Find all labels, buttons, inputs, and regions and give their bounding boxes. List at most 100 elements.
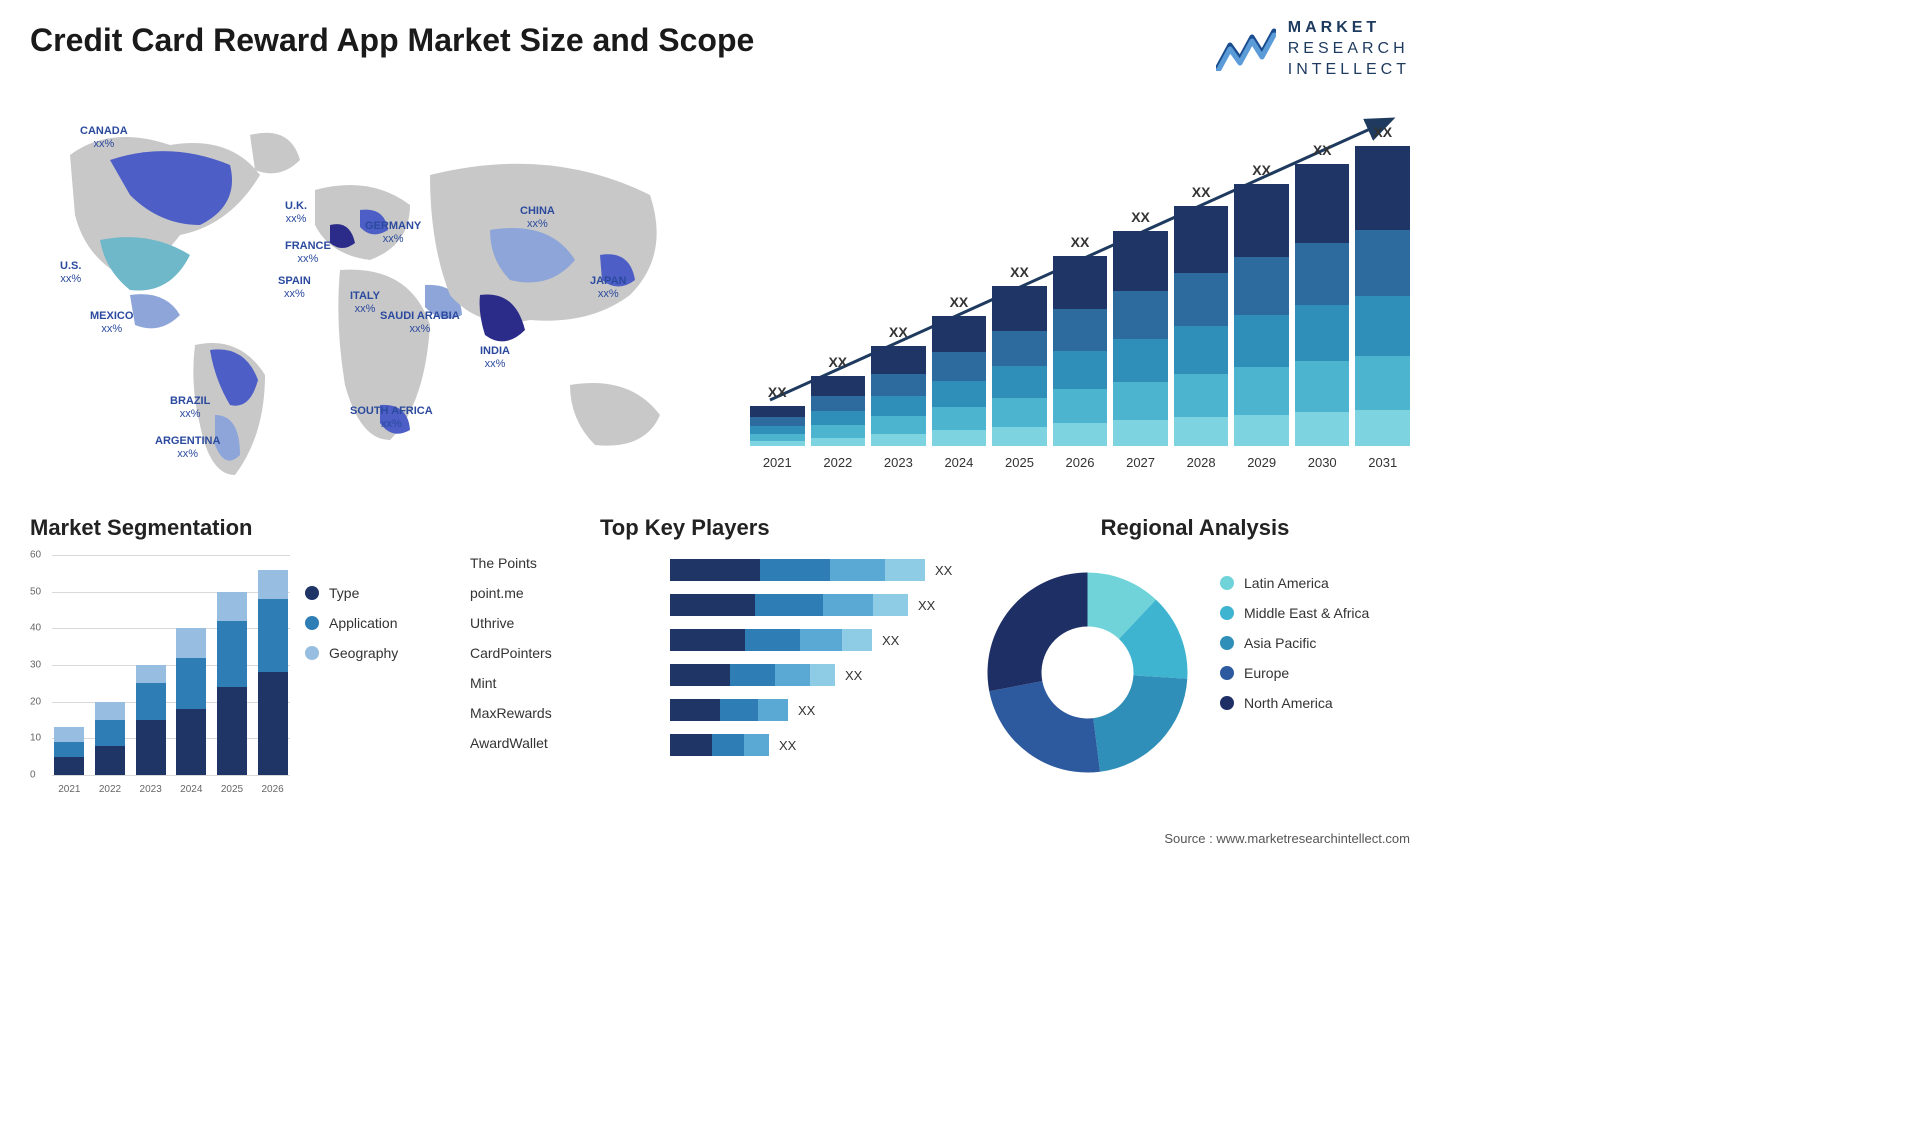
player-value: XX: [918, 598, 935, 613]
growth-bar-value: XX: [1071, 234, 1090, 250]
seg-xlabel: 2025: [217, 784, 247, 795]
player-name: point.me: [470, 585, 610, 601]
growth-xlabel: 2025: [992, 455, 1047, 470]
legend-dot-icon: [305, 586, 319, 600]
legend-label: Application: [329, 615, 398, 631]
player-name: MaxRewards: [470, 705, 610, 721]
growth-xlabel: 2022: [811, 455, 866, 470]
growth-bar-column: XX: [871, 324, 926, 446]
seg-ylabel: 50: [30, 586, 41, 597]
legend-item: Type: [305, 585, 398, 601]
legend-dot-icon: [1220, 666, 1234, 680]
growth-bar-column: XX: [1113, 209, 1168, 446]
growth-xlabel: 2024: [932, 455, 987, 470]
segmentation-chart: 0102030405060 202120222023202420252026: [30, 555, 290, 795]
seg-bar-column: [176, 628, 206, 775]
map-label: GERMANYxx%: [365, 220, 421, 246]
legend-label: Geography: [329, 645, 398, 661]
page-title: Credit Card Reward App Market Size and S…: [30, 22, 754, 59]
seg-xlabel: 2024: [176, 784, 206, 795]
growth-bar-column: XX: [811, 354, 866, 446]
player-bar-row: XX: [670, 594, 960, 616]
legend-item: Latin America: [1220, 575, 1369, 591]
brand-logo: MARKET RESEARCH INTELLECT: [1216, 18, 1410, 80]
legend-label: Europe: [1244, 665, 1289, 681]
seg-bar-column: [217, 592, 247, 775]
seg-bar-column: [136, 665, 166, 775]
growth-xlabel: 2030: [1295, 455, 1350, 470]
legend-item: Application: [305, 615, 398, 631]
growth-xlabel: 2028: [1174, 455, 1229, 470]
player-value: XX: [845, 668, 862, 683]
growth-xlabel: 2031: [1355, 455, 1410, 470]
legend-label: Type: [329, 585, 359, 601]
growth-bar-column: XX: [1053, 234, 1108, 446]
legend-label: Latin America: [1244, 575, 1329, 591]
seg-bar-column: [95, 702, 125, 775]
legend-label: Asia Pacific: [1244, 635, 1316, 651]
map-label: SAUDI ARABIAxx%: [380, 310, 460, 336]
growth-bar-value: XX: [889, 324, 908, 340]
legend-item: Middle East & Africa: [1220, 605, 1369, 621]
legend-label: North America: [1244, 695, 1333, 711]
seg-ylabel: 20: [30, 696, 41, 707]
map-label: INDIAxx%: [480, 345, 510, 371]
player-bar-row: XX: [670, 559, 960, 581]
growth-xlabel: 2023: [871, 455, 926, 470]
map-label: BRAZILxx%: [170, 395, 210, 421]
player-name: Mint: [470, 675, 610, 691]
players-section: Top Key Players The Pointspoint.meUthriv…: [470, 515, 970, 541]
growth-xlabel: 2021: [750, 455, 805, 470]
logo-text: MARKET RESEARCH INTELLECT: [1288, 18, 1410, 80]
growth-xlabel: 2029: [1234, 455, 1289, 470]
legend-item: Europe: [1220, 665, 1369, 681]
donut-slice: [989, 681, 1100, 772]
legend-dot-icon: [1220, 576, 1234, 590]
player-value: XX: [798, 703, 815, 718]
growth-bar-column: XX: [1234, 162, 1289, 446]
map-label: SPAINxx%: [278, 275, 311, 301]
player-name: Uthrive: [470, 615, 610, 631]
growth-bar-value: XX: [828, 354, 847, 370]
player-bar-row: XX: [670, 699, 960, 721]
player-name: AwardWallet: [470, 735, 610, 751]
growth-bar-value: XX: [1373, 124, 1392, 140]
world-map-region: CANADAxx%U.S.xx%MEXICOxx%BRAZILxx%ARGENT…: [30, 95, 710, 495]
legend-dot-icon: [305, 646, 319, 660]
regional-section: Regional Analysis Latin AmericaMiddle Ea…: [980, 515, 1410, 541]
player-value: XX: [882, 633, 899, 648]
map-label: ITALYxx%: [350, 290, 380, 316]
players-list: The Pointspoint.meUthriveCardPointersMin…: [470, 555, 610, 765]
map-label: U.K.xx%: [285, 200, 307, 226]
players-bar-chart: XXXXXXXXXXXX: [670, 559, 960, 769]
growth-xlabel: 2027: [1113, 455, 1168, 470]
map-label: SOUTH AFRICAxx%: [350, 405, 433, 431]
donut-slice: [1093, 675, 1187, 771]
map-label: JAPANxx%: [590, 275, 626, 301]
logo-icon: [1216, 27, 1276, 71]
seg-xlabel: 2022: [95, 784, 125, 795]
segmentation-legend: Type Application Geography: [305, 585, 398, 675]
seg-ylabel: 60: [30, 550, 41, 561]
legend-item: Asia Pacific: [1220, 635, 1369, 651]
seg-ylabel: 40: [30, 623, 41, 634]
legend-dot-icon: [1220, 636, 1234, 650]
player-name: CardPointers: [470, 645, 610, 661]
legend-dot-icon: [305, 616, 319, 630]
regional-legend: Latin America Middle East & Africa Asia Pa…: [1220, 575, 1369, 725]
source-label: Source : www.marketresearchintellect.com: [1164, 831, 1410, 846]
segmentation-section: Market Segmentation 0102030405060 202120…: [30, 515, 460, 541]
donut-slice: [988, 573, 1088, 692]
growth-bar-value: XX: [1192, 184, 1211, 200]
map-label: MEXICOxx%: [90, 310, 133, 336]
growth-bar-column: XX: [1174, 184, 1229, 446]
seg-ylabel: 30: [30, 660, 41, 671]
legend-dot-icon: [1220, 606, 1234, 620]
map-label: FRANCExx%: [285, 240, 331, 266]
growth-bar-chart: XXXXXXXXXXXXXXXXXXXXXX 20212022202320242…: [750, 100, 1410, 470]
legend-item: North America: [1220, 695, 1369, 711]
growth-bar-value: XX: [950, 294, 969, 310]
growth-bar-value: XX: [1252, 162, 1271, 178]
legend-dot-icon: [1220, 696, 1234, 710]
growth-bar-value: XX: [768, 384, 787, 400]
